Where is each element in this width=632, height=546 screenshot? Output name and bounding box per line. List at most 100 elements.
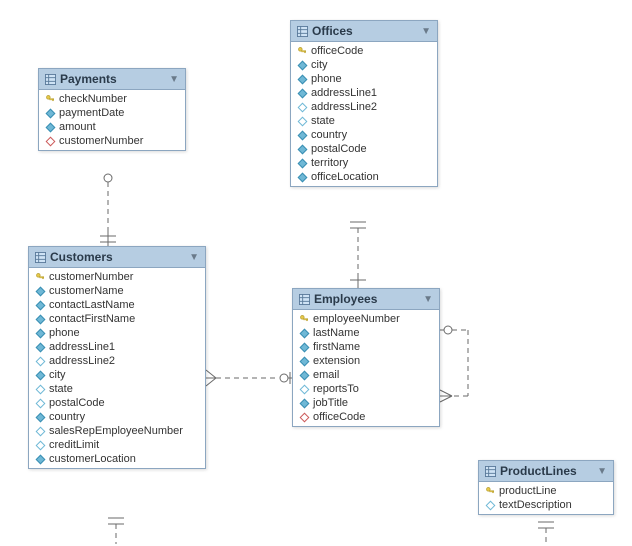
field-label: customerLocation (49, 453, 136, 465)
field-row: officeLocation (291, 170, 437, 184)
field-row: postalCode (29, 396, 205, 410)
attribute-icon (299, 398, 309, 408)
attribute-icon (297, 144, 307, 154)
table-icon (299, 294, 310, 305)
field-row: state (291, 114, 437, 128)
entity-payments[interactable]: Payments▼ checkNumberpaymentDate amount cus… (38, 68, 186, 151)
field-label: customerNumber (59, 135, 143, 147)
field-row: salesRepEmployeeNumber (29, 424, 205, 438)
field-label: country (49, 411, 85, 423)
field-row: country (29, 410, 205, 424)
attribute-icon (299, 328, 309, 338)
field-row: officeCode (291, 44, 437, 58)
attribute-nullable-icon (35, 384, 45, 394)
entity-body: officeCodecityphoneaddressLine1addressLi… (291, 42, 437, 186)
field-row: employeeNumber (293, 312, 439, 326)
field-row: customerName (29, 284, 205, 298)
field-row: checkNumber (39, 92, 185, 106)
attribute-nullable-icon (297, 102, 307, 112)
field-row: city (291, 58, 437, 72)
entity-header-offices[interactable]: Offices▼ (291, 21, 437, 42)
collapse-icon[interactable]: ▼ (423, 294, 433, 305)
field-row: addressLine1 (291, 86, 437, 100)
field-label: customerNumber (49, 271, 133, 283)
attribute-icon (35, 370, 45, 380)
field-label: city (311, 59, 328, 71)
entity-header-customers[interactable]: Customers▼ (29, 247, 205, 268)
attribute-icon (299, 356, 309, 366)
attribute-icon (35, 286, 45, 296)
collapse-icon[interactable]: ▼ (421, 26, 431, 37)
field-row: lastName (293, 326, 439, 340)
collapse-icon[interactable]: ▼ (597, 466, 607, 477)
field-label: productLine (499, 485, 557, 497)
field-row: firstName (293, 340, 439, 354)
attribute-nullable-icon (35, 398, 45, 408)
entity-productlines[interactable]: ProductLines ▼ productLine textDescription (478, 460, 614, 515)
field-label: lastName (313, 327, 359, 339)
field-label: state (49, 383, 73, 395)
entity-body: checkNumberpaymentDate amount customerNumb… (39, 90, 185, 150)
entity-offices[interactable]: Offices▼officeCodecityphoneaddressLine1a… (290, 20, 438, 187)
field-label: firstName (313, 341, 360, 353)
field-label: country (311, 129, 347, 141)
table-icon (45, 74, 56, 85)
field-row: postalCode (291, 142, 437, 156)
entity-title: ProductLines (500, 464, 577, 478)
field-label: customerName (49, 285, 124, 297)
field-row: contactFirstName (29, 312, 205, 326)
field-label: employeeNumber (313, 313, 400, 325)
field-label: reportsTo (313, 383, 359, 395)
foreign-key-icon (299, 412, 309, 422)
field-row: customerNumber (29, 270, 205, 284)
field-row: phone (29, 326, 205, 340)
field-label: amount (59, 121, 96, 133)
field-label: contactFirstName (49, 313, 135, 325)
field-row: customerLocation (29, 452, 205, 466)
key-icon (485, 486, 495, 496)
field-row: addressLine2 (29, 354, 205, 368)
attribute-icon (297, 130, 307, 140)
entity-header-employees[interactable]: Employees▼ (293, 289, 439, 310)
field-label: state (311, 115, 335, 127)
field-row: productLine (479, 484, 613, 498)
field-label: addressLine1 (311, 87, 377, 99)
field-row: textDescription (479, 498, 613, 512)
field-label: officeCode (311, 45, 363, 57)
collapse-icon[interactable]: ▼ (169, 74, 179, 85)
field-row: officeCode (293, 410, 439, 424)
table-icon (485, 466, 496, 477)
attribute-icon (35, 454, 45, 464)
entity-customers[interactable]: Customers▼customerNumbercustomerNamecont… (28, 246, 206, 469)
field-label: salesRepEmployeeNumber (49, 425, 183, 437)
field-label: jobTitle (313, 397, 348, 409)
attribute-nullable-icon (35, 440, 45, 450)
field-label: paymentDate (59, 107, 124, 119)
entity-employees[interactable]: Employees▼ employeeNumber lastName firstNam… (292, 288, 440, 427)
field-row: email (293, 368, 439, 382)
field-row: paymentDate (39, 106, 185, 120)
field-label: email (313, 369, 339, 381)
entity-header-payments[interactable]: Payments▼ (39, 69, 185, 90)
attribute-nullable-icon (485, 500, 495, 510)
table-icon (297, 26, 308, 37)
attribute-icon (45, 122, 55, 132)
field-row: addressLine1 (29, 340, 205, 354)
field-row: contactLastName (29, 298, 205, 312)
field-row: territory (291, 156, 437, 170)
entity-body: customerNumber customerNamecontactLastNam… (29, 268, 205, 468)
entity-header-productlines[interactable]: ProductLines ▼ (479, 461, 613, 482)
field-label: addressLine2 (49, 355, 115, 367)
attribute-icon (35, 328, 45, 338)
field-label: textDescription (499, 499, 572, 511)
attribute-nullable-icon (35, 426, 45, 436)
attribute-icon (297, 74, 307, 84)
collapse-icon[interactable]: ▼ (189, 252, 199, 263)
attribute-icon (45, 108, 55, 118)
field-row: phone (291, 72, 437, 86)
field-row: creditLimit (29, 438, 205, 452)
attribute-icon (297, 158, 307, 168)
field-row: extension (293, 354, 439, 368)
field-row: state (29, 382, 205, 396)
table-icon (35, 252, 46, 263)
